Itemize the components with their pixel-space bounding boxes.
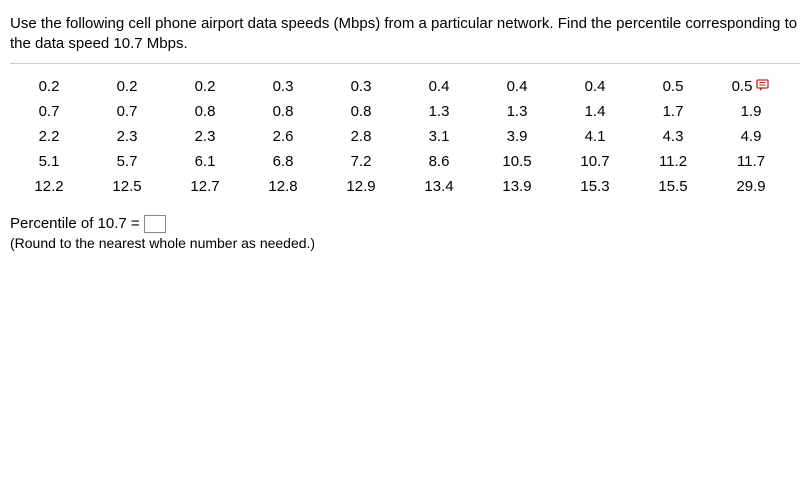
prompt-label: Percentile of 10.7 = bbox=[10, 215, 140, 232]
data-cell: 2.3 bbox=[88, 124, 166, 149]
data-cell: 4.9 bbox=[712, 124, 790, 149]
data-cell: 10.7 bbox=[556, 149, 634, 174]
data-cell: 15.5 bbox=[634, 174, 712, 199]
data-cell: 12.7 bbox=[166, 174, 244, 199]
data-cell: 29.9 bbox=[712, 174, 790, 199]
question-text: Use the following cell phone airport dat… bbox=[10, 10, 800, 64]
data-cell: 2.2 bbox=[10, 124, 88, 149]
data-cell: 2.8 bbox=[322, 124, 400, 149]
data-cell: 13.9 bbox=[478, 174, 556, 199]
data-cell: 10.5 bbox=[478, 149, 556, 174]
rounding-hint: (Round to the nearest whole number as ne… bbox=[10, 235, 800, 251]
data-cell: 3.1 bbox=[400, 124, 478, 149]
data-cell: 0.8 bbox=[244, 99, 322, 124]
data-cell: 0.8 bbox=[322, 99, 400, 124]
data-cell: 15.3 bbox=[556, 174, 634, 199]
data-cell: 1.4 bbox=[556, 99, 634, 124]
data-cell: 0.2 bbox=[10, 74, 88, 99]
data-cell: 4.3 bbox=[634, 124, 712, 149]
data-cell: 0.5 bbox=[712, 74, 790, 99]
data-cell: 1.3 bbox=[478, 99, 556, 124]
data-cell: 0.7 bbox=[88, 99, 166, 124]
data-cell: 1.7 bbox=[634, 99, 712, 124]
data-cell: 1.9 bbox=[712, 99, 790, 124]
data-cell: 3.9 bbox=[478, 124, 556, 149]
data-cell: 6.1 bbox=[166, 149, 244, 174]
data-cell: 7.2 bbox=[322, 149, 400, 174]
data-cell: 0.4 bbox=[556, 74, 634, 99]
data-cell: 11.2 bbox=[634, 149, 712, 174]
data-cell: 8.6 bbox=[400, 149, 478, 174]
data-cell: 0.5 bbox=[634, 74, 712, 99]
data-cell: 0.8 bbox=[166, 99, 244, 124]
data-cell: 12.5 bbox=[88, 174, 166, 199]
data-cell: 1.3 bbox=[400, 99, 478, 124]
data-cell: 12.9 bbox=[322, 174, 400, 199]
data-cell: 5.1 bbox=[10, 149, 88, 174]
data-cell: 13.4 bbox=[400, 174, 478, 199]
percentile-prompt: Percentile of 10.7 = bbox=[10, 215, 800, 233]
data-cell: 2.6 bbox=[244, 124, 322, 149]
data-cell: 0.3 bbox=[322, 74, 400, 99]
data-cell: 0.2 bbox=[88, 74, 166, 99]
data-table: 0.20.20.20.30.30.40.40.40.50.50.70.70.80… bbox=[10, 74, 790, 199]
data-cell: 12.8 bbox=[244, 174, 322, 199]
comment-icon[interactable] bbox=[756, 79, 770, 91]
data-cell: 2.3 bbox=[166, 124, 244, 149]
data-cell: 0.7 bbox=[10, 99, 88, 124]
data-cell: 11.7 bbox=[712, 149, 790, 174]
data-cell: 4.1 bbox=[556, 124, 634, 149]
data-cell: 0.4 bbox=[400, 74, 478, 99]
data-cell: 12.2 bbox=[10, 174, 88, 199]
data-cell: 0.2 bbox=[166, 74, 244, 99]
data-cell: 5.7 bbox=[88, 149, 166, 174]
data-cell: 0.4 bbox=[478, 74, 556, 99]
data-cell: 0.3 bbox=[244, 74, 322, 99]
data-cell: 6.8 bbox=[244, 149, 322, 174]
answer-input[interactable] bbox=[144, 215, 166, 233]
